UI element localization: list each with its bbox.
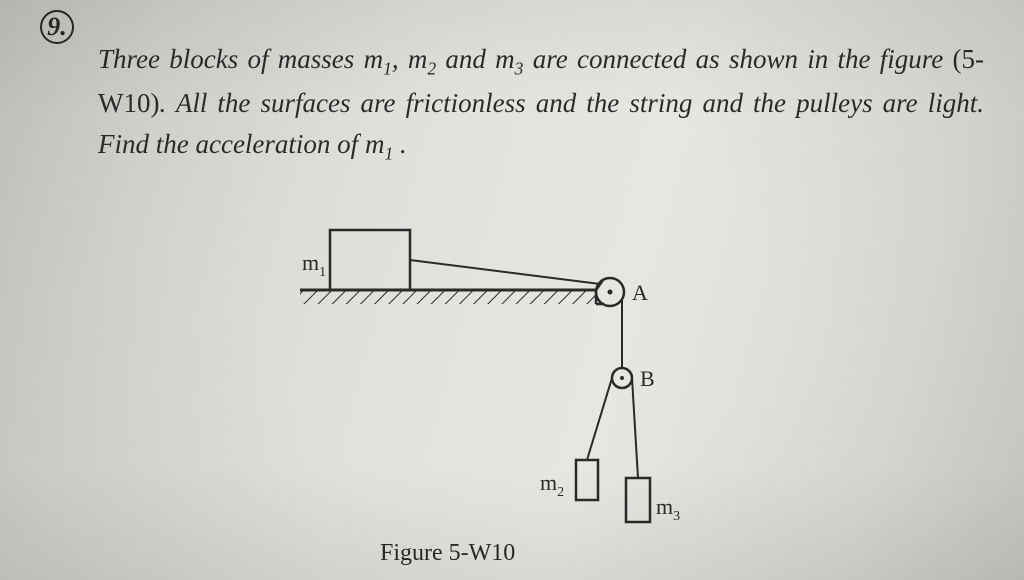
comma: , <box>392 44 408 74</box>
label-pulley-b: B <box>640 366 655 391</box>
table-hatching <box>300 290 596 304</box>
figure-caption: Figure 5-W10 <box>380 540 515 567</box>
text-and: and <box>436 44 495 74</box>
text-fragment: Three blocks of masses <box>98 44 364 74</box>
period: . <box>393 129 407 159</box>
text-fragment: . All the surfaces are frictionless and … <box>98 88 984 160</box>
string-b-to-m3 <box>632 378 638 478</box>
page: 9. Three blocks of masses m1, m2 and m3 … <box>0 0 1024 580</box>
figure-diagram: m1 A B m2 m3 <box>280 200 750 540</box>
block-m1 <box>330 230 410 290</box>
text-fragment: are connected as shown in the figure <box>523 44 952 74</box>
label-m3: m3 <box>656 494 680 524</box>
string-m1-to-a <box>410 260 600 284</box>
diagram-svg: m1 A B m2 m3 <box>280 200 750 540</box>
question-number-text: 9. <box>40 10 74 44</box>
label-pulley-a: A <box>632 280 648 305</box>
label-m1: m1 <box>302 250 326 280</box>
problem-statement: Three blocks of masses m1, m2 and m3 are… <box>98 39 984 168</box>
pulley-b-axle <box>620 376 624 380</box>
label-m2: m2 <box>540 470 564 500</box>
sub-2: 2 <box>427 58 436 78</box>
var-m2: m <box>408 44 428 74</box>
pulley-a-axle <box>608 290 613 295</box>
sub-1b: 1 <box>384 144 393 164</box>
sub-1: 1 <box>383 58 392 78</box>
block-m3 <box>626 478 650 522</box>
string-b-to-m2 <box>587 378 612 460</box>
var-m1: m <box>364 44 384 74</box>
question-number: 9. <box>40 10 74 44</box>
block-m2 <box>576 460 598 500</box>
var-m1b: m <box>365 129 385 159</box>
var-m3: m <box>495 44 515 74</box>
